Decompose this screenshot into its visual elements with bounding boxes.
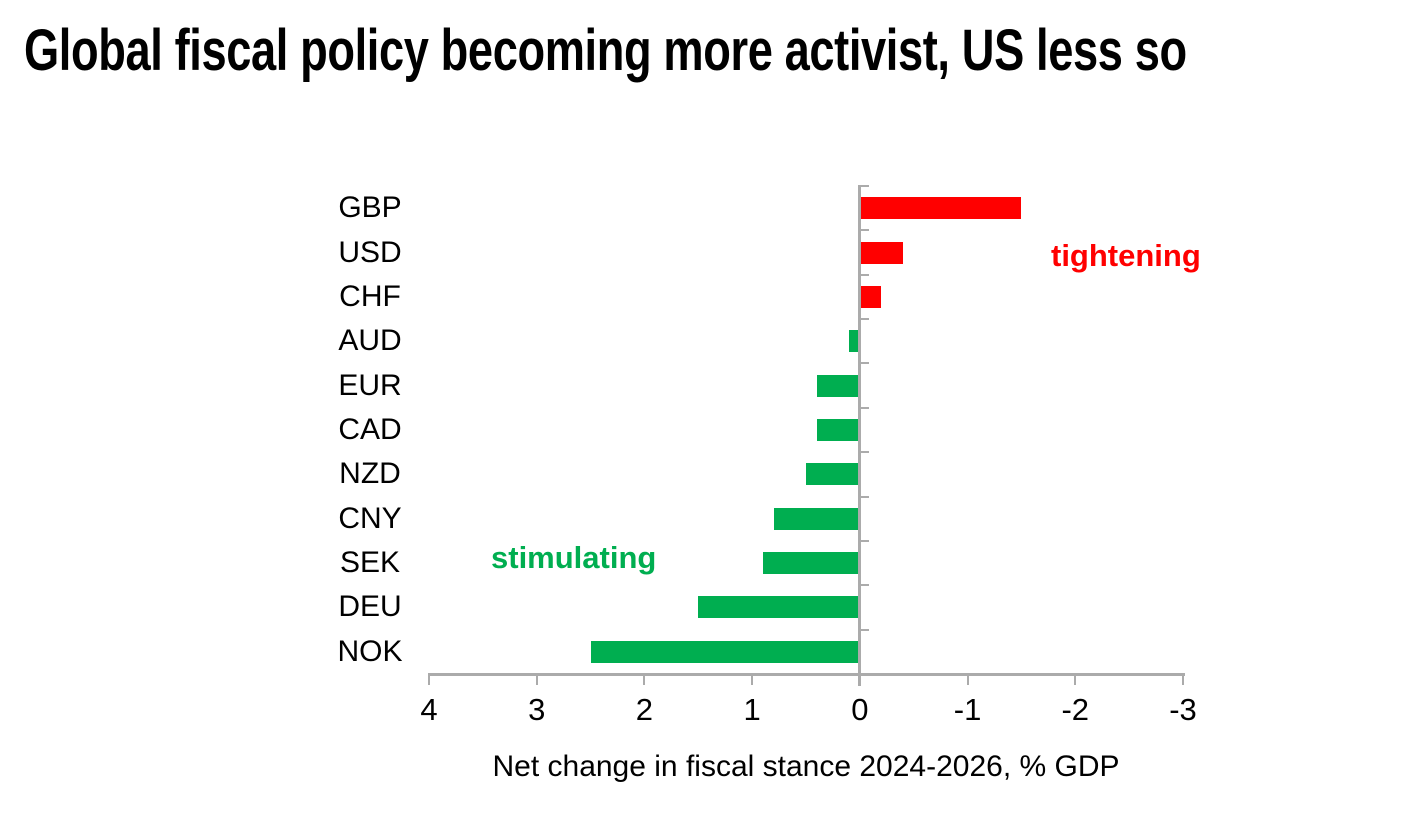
annotation-stimulating: stimulating: [491, 540, 657, 575]
bar-sek: [762, 552, 860, 575]
x-axis-tick: [535, 672, 538, 685]
category-label-eur: EUR: [338, 368, 402, 402]
x-axis-tick: [643, 672, 646, 685]
category-label-gbp: GBP: [338, 191, 402, 225]
y-axis-tick: [858, 318, 870, 321]
x-axis-tick-label-3: 3: [528, 692, 546, 727]
x-axis-tick: [751, 672, 754, 685]
category-label-chf: CHF: [339, 279, 401, 313]
x-axis-tick-label-2: 2: [635, 692, 654, 727]
x-axis-line: [429, 672, 1185, 676]
x-axis-tick: [1182, 672, 1184, 685]
y-axis-tick: [858, 362, 870, 365]
category-label-cad: CAD: [338, 413, 402, 446]
y-axis-zero-line: [858, 186, 862, 686]
bar-chf: [859, 285, 882, 308]
bar-cad: [816, 419, 860, 441]
x-axis-tick: [966, 672, 969, 685]
category-label-deu: DEU: [338, 590, 402, 624]
y-axis-tick: [858, 628, 870, 631]
y-axis-tick: [858, 185, 870, 187]
category-label-aud: AUD: [338, 324, 402, 358]
category-label-cny: CNY: [338, 501, 402, 535]
x-axis-tick-label-4: 4: [420, 692, 438, 727]
x-axis-tick-label--1: -1: [953, 692, 982, 727]
y-axis-tick: [858, 406, 870, 409]
x-axis-tick-label-1: 1: [743, 692, 761, 727]
bar-nzd: [806, 463, 860, 486]
x-axis-title: Net change in fiscal stance 2024-2026, %…: [492, 750, 1120, 783]
x-axis-tick-label-0: 0: [851, 692, 869, 727]
y-axis-tick: [858, 451, 870, 454]
x-axis-tick-label--3: -3: [1169, 692, 1197, 727]
category-label-usd: USD: [338, 235, 402, 269]
y-axis-tick: [858, 229, 870, 232]
category-label-sek: SEK: [339, 546, 401, 580]
y-axis-tick: [858, 273, 870, 276]
bar-gbp: [859, 197, 1022, 220]
x-axis-tick: [428, 672, 430, 685]
x-axis-tick: [858, 672, 861, 685]
category-label-nzd: NZD: [339, 457, 401, 491]
bar-usd: [859, 241, 903, 264]
y-axis-tick: [858, 584, 870, 587]
category-label-nok: NOK: [337, 634, 403, 668]
annotation-tightening: tightening: [1051, 238, 1201, 273]
chart-title: Global fiscal policy becoming more activ…: [24, 18, 1187, 83]
bar-aud: [849, 330, 860, 353]
y-axis-tick: [858, 495, 870, 498]
x-axis-tick: [1074, 672, 1077, 685]
bar-deu: [698, 596, 860, 619]
y-axis-tick: [858, 539, 870, 542]
bar-eur: [816, 374, 860, 397]
bar-cny: [773, 507, 860, 530]
bar-nok: [590, 640, 860, 663]
x-axis-tick-label--2: -2: [1061, 692, 1090, 727]
